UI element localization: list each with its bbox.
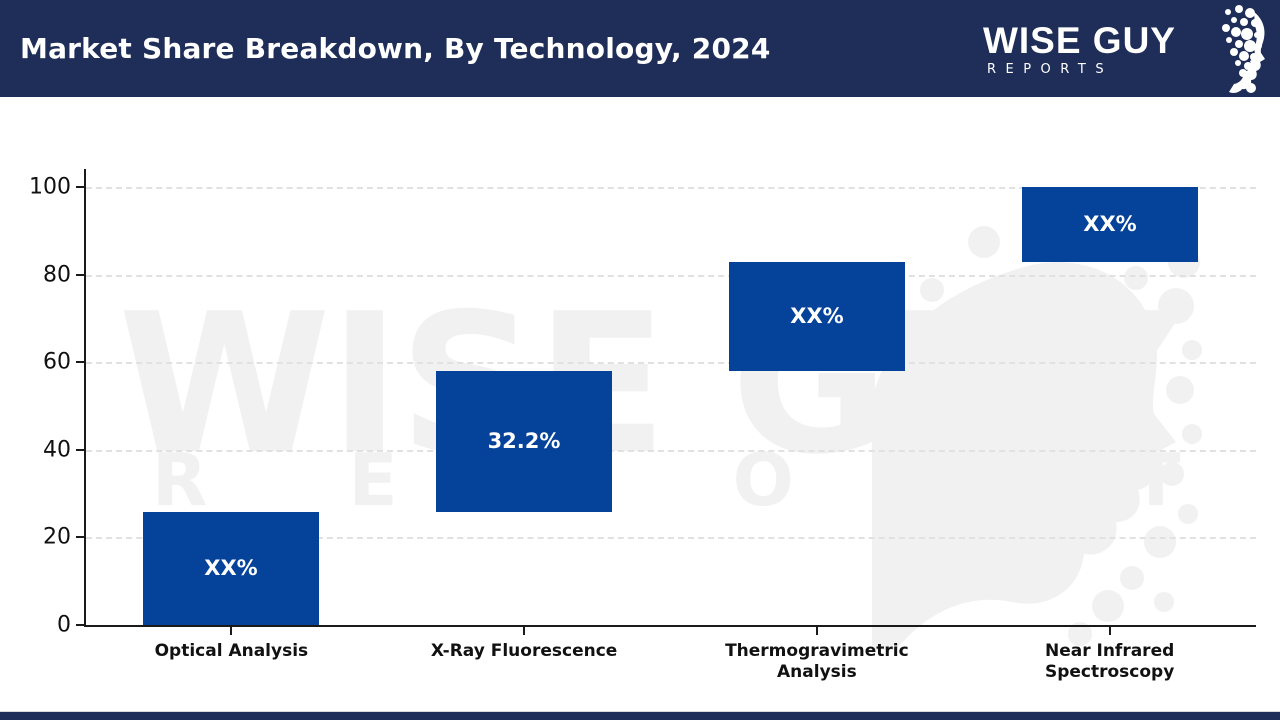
x-axis-category-label: Thermogravimetric Analysis [725, 641, 909, 683]
x-axis-tick [816, 627, 818, 635]
header: Market Share Breakdown, By Technology, 2… [0, 0, 1280, 97]
brand-subtitle: REPORTS [986, 61, 1114, 77]
footer-bar [0, 712, 1280, 720]
y-axis-tick-label: 60 [43, 349, 71, 375]
bar-3: XX% [729, 261, 905, 371]
bar-2: 32.2% [436, 370, 612, 512]
bar-1: XX% [143, 511, 319, 625]
bar-4: XX% [1022, 187, 1198, 262]
bar-value-label: XX% [204, 556, 258, 581]
page-title: Market Share Breakdown, By Technology, 2… [20, 32, 771, 65]
x-axis-category-label: Optical Analysis [154, 641, 309, 661]
bar-value-label: 32.2% [487, 429, 561, 454]
brand-logo-text: WISE GUY REPORTS [983, 22, 1176, 76]
y-axis-tick [76, 186, 84, 188]
x-axis-tick [1109, 627, 1111, 635]
y-axis-tick [76, 536, 84, 539]
brand-logo: WISE GUY REPORTS [983, 4, 1280, 94]
y-axis-tick [76, 361, 84, 364]
y-axis-tick [76, 624, 84, 626]
y-axis-line [84, 169, 86, 626]
x-axis-line [84, 625, 1256, 627]
y-axis-tick-label: 0 [57, 612, 71, 638]
footer-hairline [0, 711, 1280, 712]
x-axis-tick [523, 627, 525, 635]
gridline [86, 187, 1256, 189]
plot-area: 0 20 40 60 80 100 XX% Optical Analysis 32.2% X-Ra… [0, 97, 1280, 712]
y-axis-tick-label: 40 [43, 437, 71, 463]
y-axis-tick [76, 273, 84, 276]
y-axis-tick-label: 100 [29, 174, 71, 200]
bar-value-label: XX% [1083, 212, 1137, 237]
dotted-head-icon [1222, 4, 1265, 93]
gridline [86, 449, 1256, 452]
bar-value-label: XX% [790, 304, 844, 329]
y-axis-tick-label: 80 [43, 262, 71, 288]
brand-name: WISE GUY [982, 19, 1176, 61]
x-axis-category-label: X-Ray Fluorescence [430, 641, 618, 661]
y-axis-tick-label: 20 [43, 524, 71, 550]
gridline [86, 537, 1256, 540]
gridline [86, 362, 1256, 365]
x-axis-tick [230, 627, 232, 635]
gridline [86, 274, 1256, 277]
y-axis-tick [76, 448, 84, 451]
x-axis-category-label: Near Infrared Spectroscopy [1044, 641, 1175, 683]
